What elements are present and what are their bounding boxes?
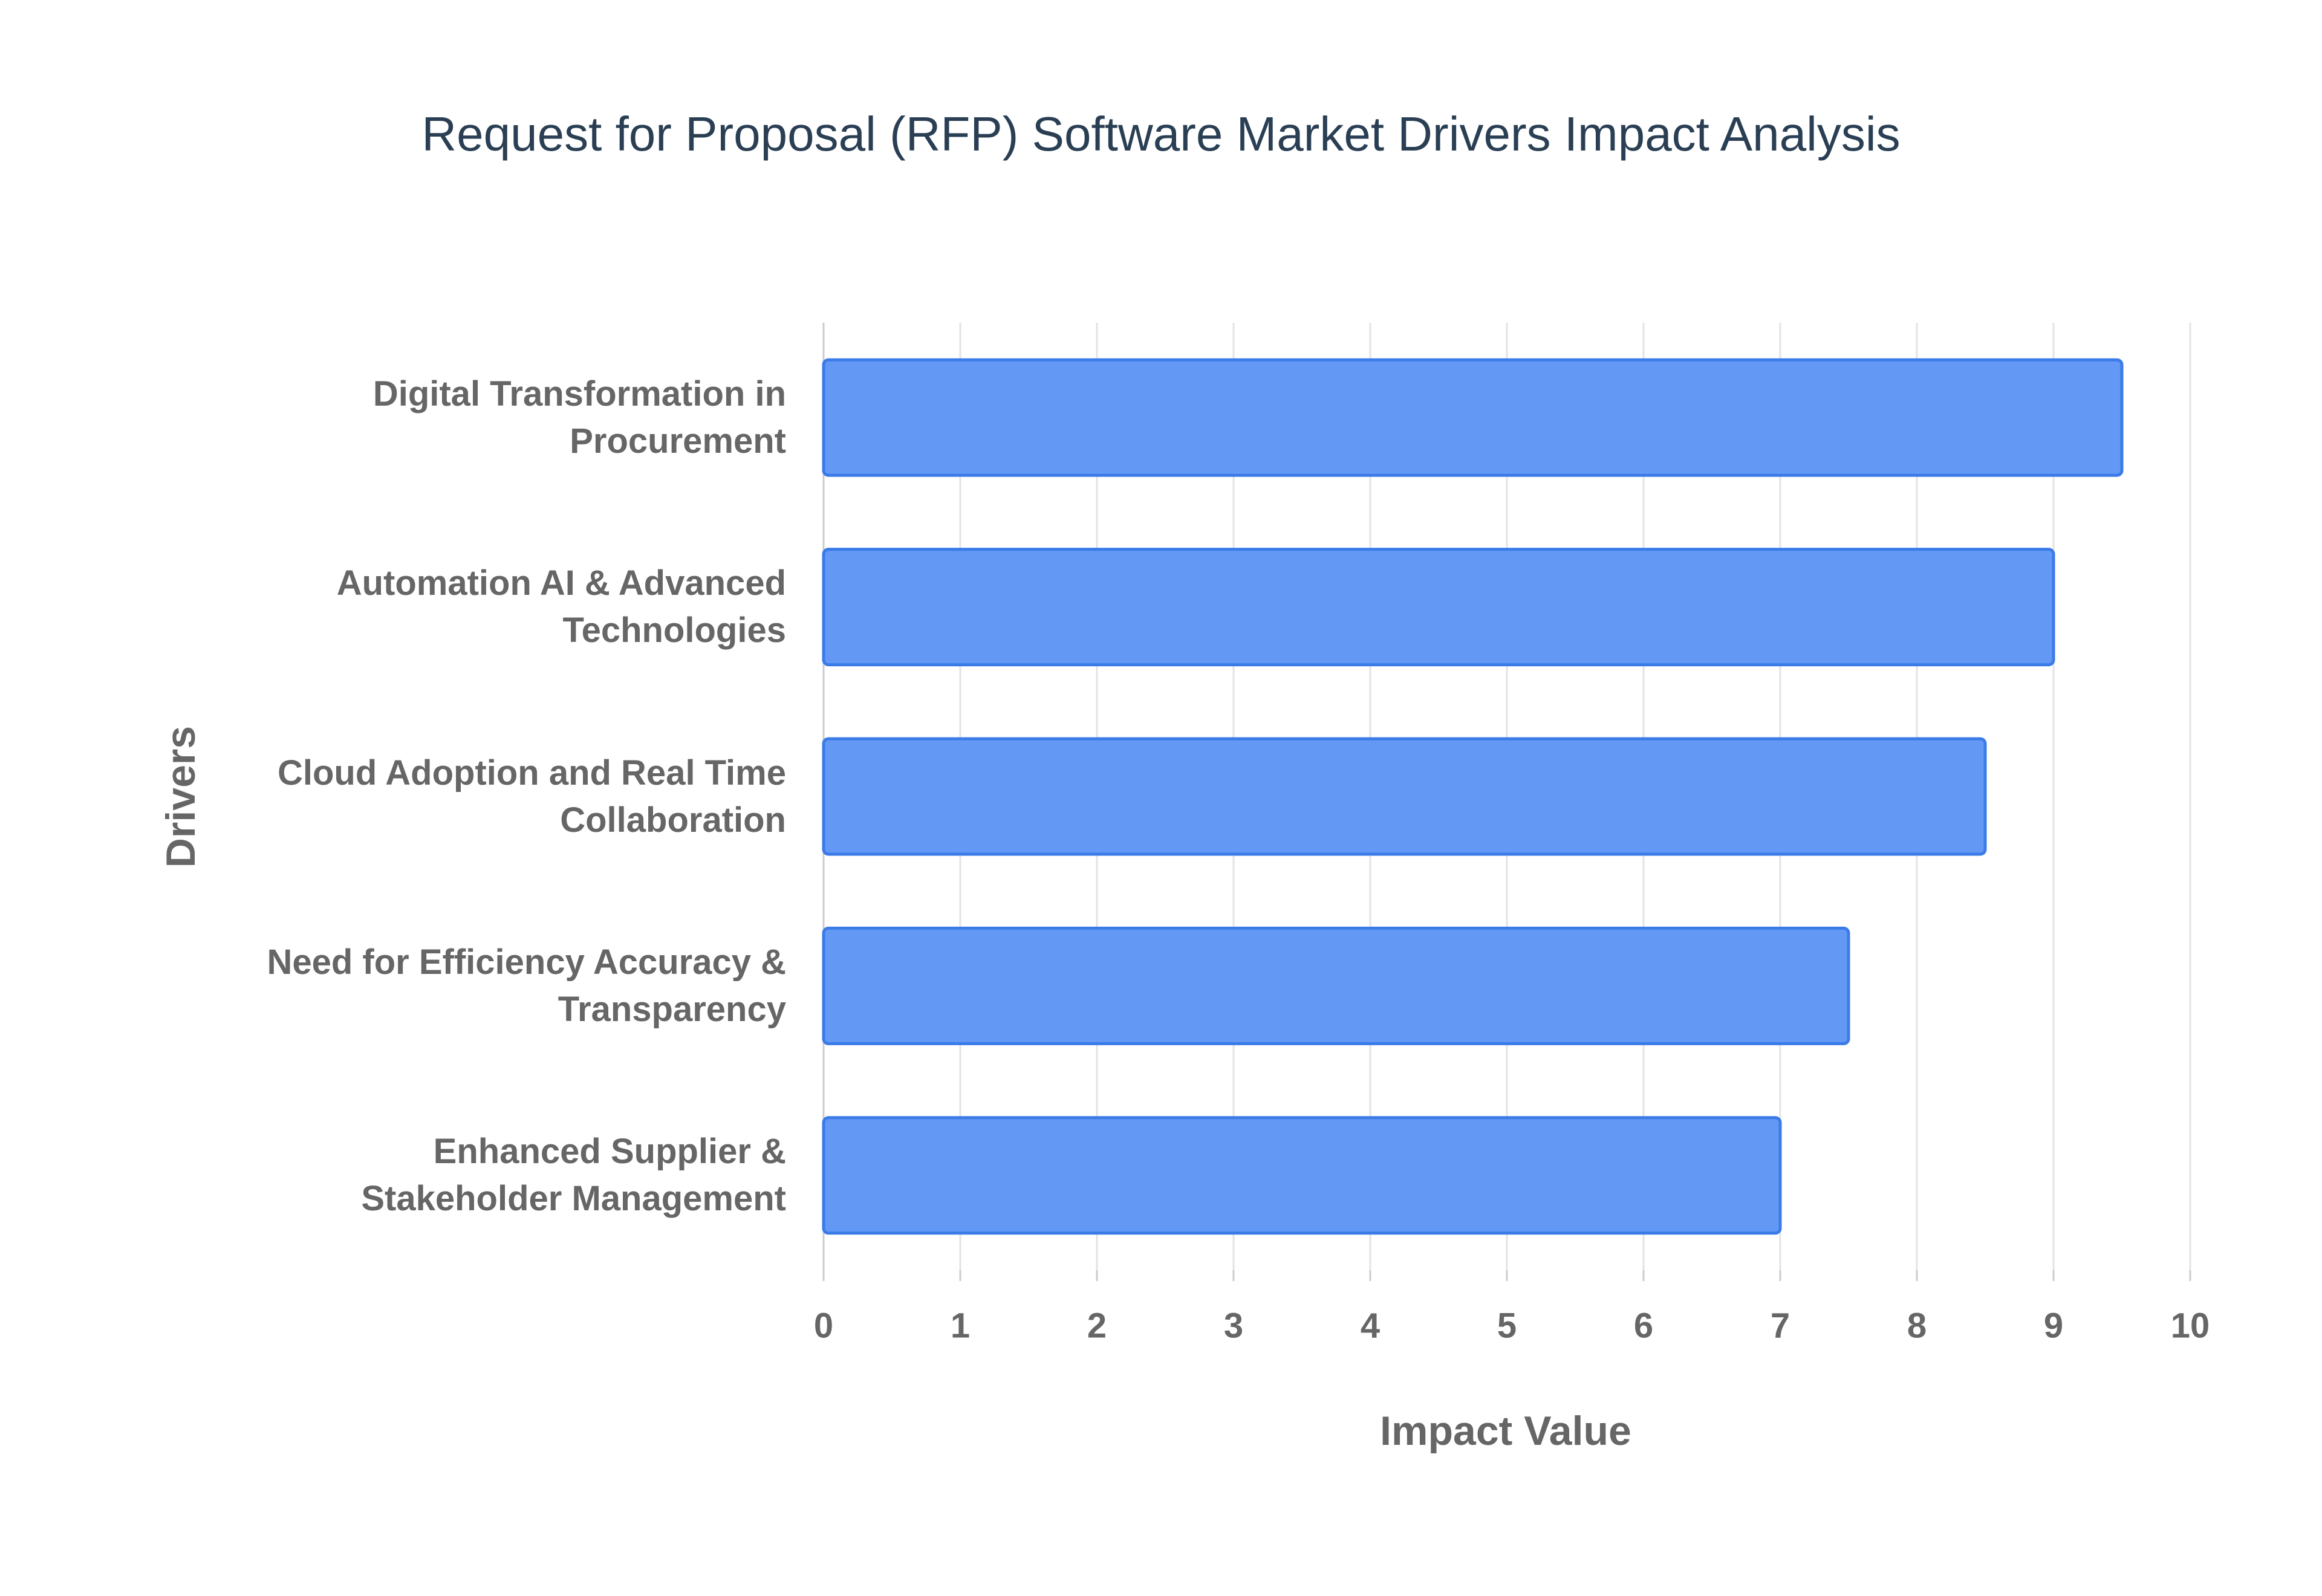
y-axis-title: Drivers — [158, 726, 204, 868]
x-axis-title: Impact Value — [1380, 1408, 1631, 1454]
bar — [822, 926, 1850, 1045]
y-tick-label: Enhanced Supplier & Stakeholder Manageme… — [361, 1132, 786, 1219]
chart-title: Request for Proposal (RFP) Software Mark… — [421, 107, 1900, 161]
bar — [822, 548, 2055, 667]
y-tick-label: Cloud Adoption and Real Time Collaborati… — [278, 753, 786, 840]
x-tick-label: 0 — [814, 1306, 833, 1345]
x-tick-label: 5 — [1497, 1306, 1517, 1345]
bar — [822, 737, 1987, 856]
y-tick-label: Need for Efficiency Accuracy & Transpare… — [267, 942, 786, 1029]
bar — [822, 1116, 1782, 1235]
x-tick-label: 9 — [2044, 1306, 2063, 1345]
x-tick-label: 1 — [951, 1306, 970, 1345]
x-tick-label: 6 — [1634, 1306, 1653, 1345]
x-tick-label: 4 — [1361, 1306, 1380, 1345]
x-tick-label: 10 — [2171, 1306, 2210, 1345]
y-tick-label: Digital Transformation in Procurement — [372, 374, 786, 461]
x-tick-label: 3 — [1224, 1306, 1243, 1345]
x-tick-label: 8 — [1907, 1306, 1927, 1345]
y-tick-label: Automation AI & Advanced Technologies — [336, 563, 786, 650]
x-tick-label: 2 — [1087, 1306, 1107, 1345]
bar — [822, 358, 2124, 477]
x-tick-label: 7 — [1771, 1306, 1790, 1345]
